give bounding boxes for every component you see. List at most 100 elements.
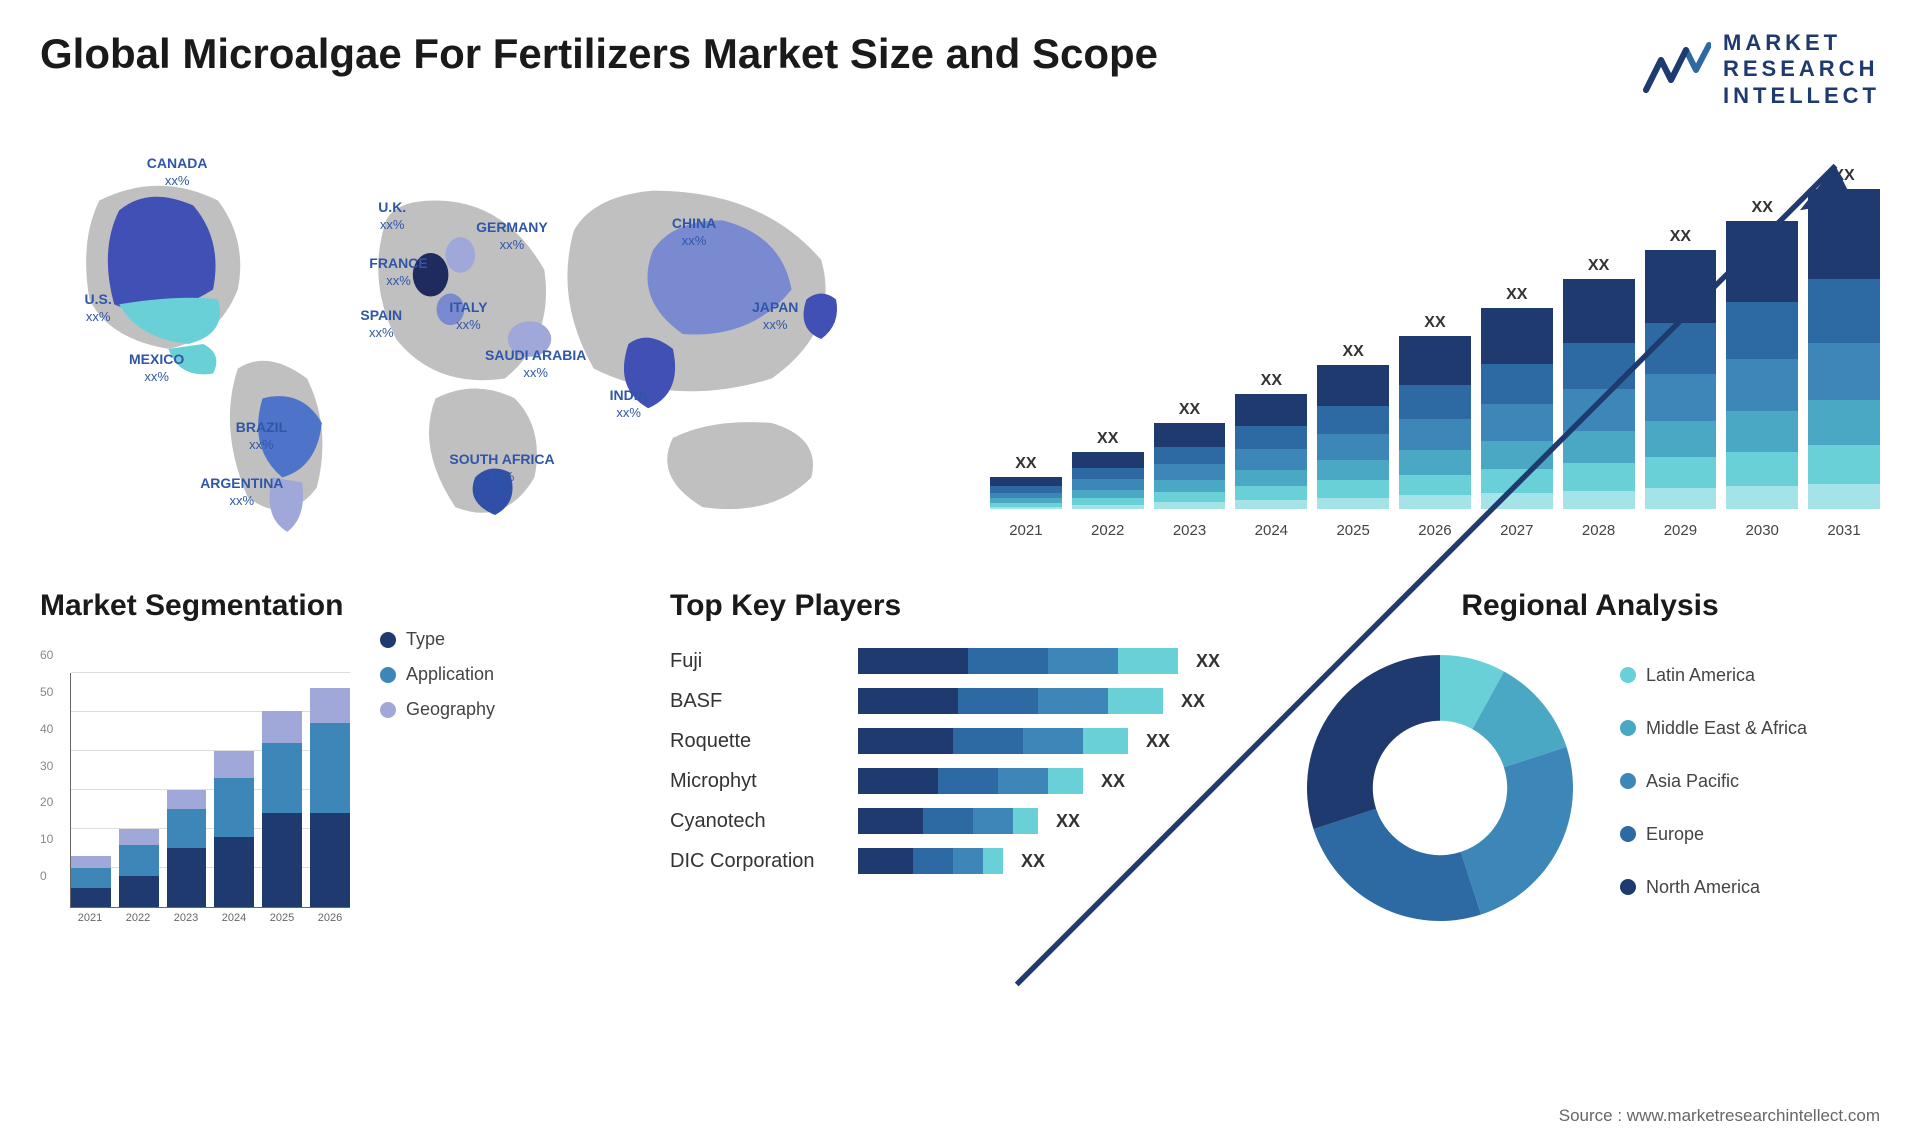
seg-legend-item: Application [380,664,495,685]
growth-bar-label: XX [1261,372,1282,390]
players-panel: Top Key Players FujiXXBASFXXRoquetteXXMi… [670,589,1250,928]
logo-line1: MARKET [1723,30,1880,56]
seg-xaxis-label: 2023 [166,912,206,924]
player-bar-segment [968,648,1048,674]
map-label: SAUDI ARABIAxx% [485,347,586,381]
player-name: Fuji [670,650,840,673]
growth-bar-label: XX [1506,286,1527,304]
player-name: Cyanotech [670,810,840,833]
seg-bar-segment [214,778,254,837]
growth-bar-segment [1399,495,1471,509]
map-label: GERMANYxx% [476,219,548,253]
seg-gridline [71,828,350,829]
regional-content: Latin America Middle East & Africa Asia Pa… [1300,648,1880,928]
player-bar [858,848,1003,874]
growth-bar-segment [1563,279,1635,344]
seg-bar-segment [119,845,159,876]
player-bar [858,648,1178,674]
player-bar-segment [998,768,1048,794]
growth-bar-segment [1072,498,1144,505]
growth-bar: XX [1726,199,1798,509]
header: Global Microalgae For Fertilizers Market… [40,30,1880,109]
growth-bar-label: XX [1424,314,1445,332]
growth-bar-segment [1154,502,1226,509]
player-bar-segment [923,808,973,834]
growth-xaxis-label: 2021 [990,522,1062,539]
legend-swatch [1620,720,1636,736]
map-label: U.K.xx% [378,199,406,233]
growth-bar-segment [1317,434,1389,460]
growth-bar-segment [1235,394,1307,426]
player-bar-segment [1038,688,1108,714]
seg-ytick: 0 [40,869,53,883]
growth-bar-segment [1726,302,1798,360]
seg-bar [71,856,111,907]
seg-gridline [71,750,350,751]
growth-bar-segment [1645,421,1717,457]
growth-bar-segment [1235,426,1307,449]
growth-bar: XX [1563,257,1635,509]
growth-bar-label: XX [1342,343,1363,361]
player-name: Roquette [670,730,840,753]
seg-yaxis: 6050403020100 [40,648,53,883]
map-label: ARGENTINAxx% [200,475,283,509]
player-bar-segment [1013,808,1038,834]
seg-xaxis-label: 2022 [118,912,158,924]
growth-bar-segment [990,477,1062,486]
player-value: XX [1101,771,1125,792]
player-value: XX [1181,691,1205,712]
player-bar-segment [1048,648,1118,674]
donut-slice [1307,655,1440,829]
growth-bar-segment [1645,323,1717,375]
growth-bar-segment [1808,279,1880,343]
donut-chart [1300,648,1580,928]
growth-bar-label: XX [1752,199,1773,217]
logo-icon [1641,40,1711,100]
growth-bar: XX [990,455,1062,509]
seg-bar-segment [262,743,302,814]
player-bar-segment [958,688,1038,714]
map-label: CANADAxx% [147,155,208,189]
growth-bar-segment [1235,449,1307,470]
regional-legend-item: Middle East & Africa [1620,718,1807,739]
growth-bar-segment [1726,221,1798,302]
seg-bar-segment [167,790,207,810]
seg-ytick: 40 [40,722,53,736]
seg-xaxis: 202120222023202420252026 [70,912,350,924]
map-label: CHINAxx% [672,215,716,249]
player-value: XX [1021,851,1045,872]
growth-bar-segment [1235,470,1307,486]
growth-bar: XX [1645,228,1717,509]
growth-bar-segment [1072,452,1144,468]
map-label: SOUTH AFRICAxx% [449,451,554,485]
growth-bar-segment [1808,445,1880,483]
player-row: DIC CorporationXX [670,848,1250,874]
growth-bar-label: XX [1097,430,1118,448]
legend-swatch [1620,773,1636,789]
players-title: Top Key Players [670,589,1250,623]
seg-bar-segment [71,868,111,888]
player-value: XX [1056,811,1080,832]
legend-label: Geography [406,699,495,720]
growth-xaxis-label: 2022 [1072,522,1144,539]
source-attribution: Source : www.marketresearchintellect.com [1559,1106,1880,1126]
growth-bar-segment [1317,406,1389,435]
growth-bar-segment [1235,500,1307,509]
donut-slice [1314,809,1482,921]
seg-gridline [71,672,350,673]
growth-bar: XX [1481,286,1553,510]
regional-legend-item: Latin America [1620,665,1807,686]
growth-bar-label: XX [1015,455,1036,473]
seg-bar-segment [119,829,159,845]
legend-label: Asia Pacific [1646,771,1739,792]
regional-legend-item: Asia Pacific [1620,771,1807,792]
seg-xaxis-label: 2025 [262,912,302,924]
growth-bar-segment [1154,423,1226,447]
world-map-panel: CANADAxx%U.S.xx%MEXICOxx%BRAZILxx%ARGENT… [40,139,930,539]
growth-bar-segment [1726,411,1798,451]
seg-xaxis-label: 2026 [310,912,350,924]
logo-line3: INTELLECT [1723,83,1880,109]
growth-bar-segment [990,507,1062,510]
player-row: MicrophytXX [670,768,1250,794]
seg-xaxis-label: 2021 [70,912,110,924]
